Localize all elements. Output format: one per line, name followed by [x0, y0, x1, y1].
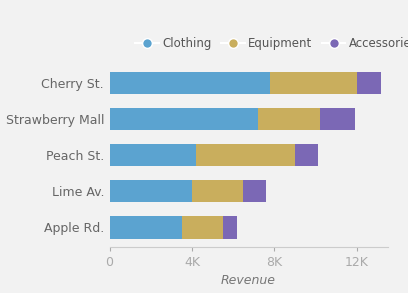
Bar: [244, 180, 266, 202]
Bar: [110, 108, 258, 130]
Bar: [258, 108, 319, 130]
Bar: [270, 72, 357, 94]
Bar: [192, 180, 244, 202]
Bar: [182, 216, 223, 239]
Bar: [295, 144, 317, 166]
Bar: [110, 180, 192, 202]
Bar: [223, 216, 237, 239]
Bar: [196, 144, 295, 166]
Legend: Clothing, Equipment, Accessories: Clothing, Equipment, Accessories: [135, 37, 408, 50]
Bar: [110, 72, 270, 94]
Bar: [110, 216, 182, 239]
Bar: [110, 144, 196, 166]
X-axis label: Revenue: Revenue: [221, 275, 276, 287]
Bar: [319, 108, 355, 130]
Bar: [357, 72, 381, 94]
